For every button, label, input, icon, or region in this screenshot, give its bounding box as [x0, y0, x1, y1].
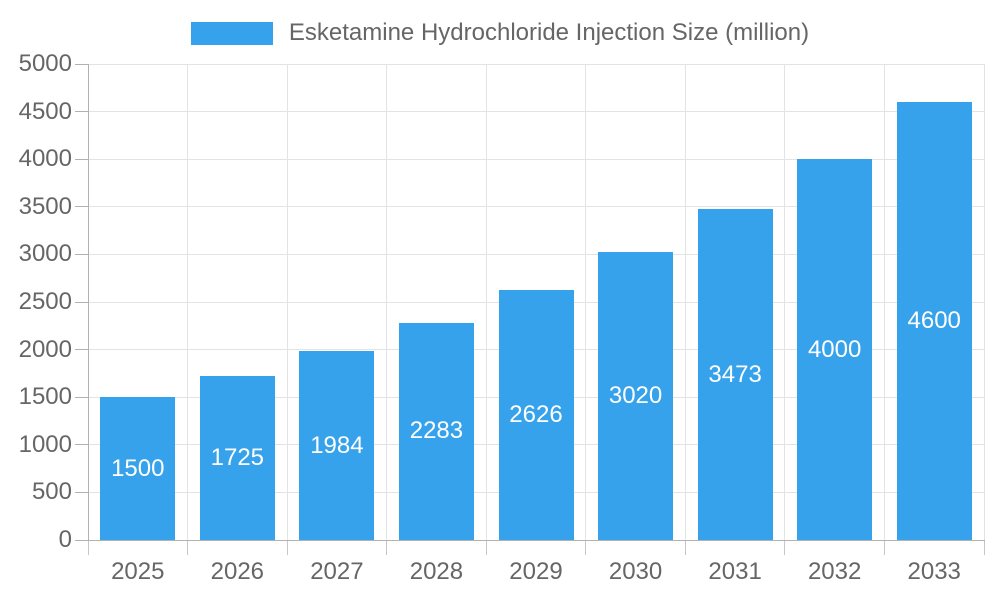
bar[interactable] [399, 322, 474, 540]
h-gridline [88, 206, 984, 208]
legend-swatch-icon [190, 21, 273, 45]
y-tick-mark [75, 111, 88, 113]
legend-label: Esketamine Hydrochloride Injection Size … [288, 19, 810, 46]
y-tick-mark [75, 444, 88, 446]
y-tick-mark [75, 63, 88, 65]
x-tick-mark [485, 540, 487, 555]
v-gridline [883, 64, 885, 540]
y-axis-tick-label: 2500 [18, 288, 72, 315]
y-tick-mark [75, 301, 88, 303]
y-axis-tick-label: 3500 [18, 192, 72, 220]
bar[interactable] [299, 351, 374, 540]
x-axis-tick-label: 2030 [608, 558, 663, 585]
y-axis-tick-label: 2000 [18, 335, 72, 363]
x-axis-tick-label: 2027 [310, 558, 364, 585]
y-axis-tick-label: 1500 [18, 383, 72, 411]
h-gridline [88, 158, 984, 160]
y-axis-tick-label: 3000 [18, 240, 72, 268]
y-axis-line [88, 64, 89, 541]
bar[interactable] [499, 290, 574, 540]
h-gridline [88, 63, 984, 65]
bar[interactable] [698, 209, 773, 540]
v-gridline [286, 64, 288, 540]
h-gridline [88, 253, 984, 255]
x-axis-tick-label: 2032 [807, 558, 862, 585]
x-tick-mark [286, 540, 288, 555]
y-axis-tick-label: 1000 [18, 430, 72, 458]
y-axis-tick-label: 4000 [18, 145, 72, 173]
bar[interactable] [200, 375, 275, 540]
x-tick-mark [87, 540, 89, 555]
legend-item[interactable]: Esketamine Hydrochloride Injection Size … [190, 19, 810, 47]
v-gridline [585, 64, 587, 540]
x-axis-tick-label: 2033 [907, 558, 961, 585]
y-axis-tick-label: 500 [31, 478, 72, 506]
x-axis-tick-label: 2029 [509, 558, 563, 585]
x-tick-mark [187, 540, 189, 555]
bar[interactable] [797, 159, 872, 540]
y-axis-tick-label: 4500 [18, 97, 72, 125]
x-axis-line [88, 540, 985, 541]
x-tick-mark [386, 540, 388, 555]
v-gridline [386, 64, 388, 540]
y-axis-tick-label: 5000 [18, 50, 72, 77]
x-tick-mark [585, 540, 587, 555]
v-gridline [983, 64, 985, 540]
y-tick-mark [75, 539, 88, 541]
y-tick-mark [75, 491, 88, 493]
h-gridline [88, 111, 984, 113]
x-axis-tick-label: 2026 [210, 558, 265, 585]
v-gridline [485, 64, 487, 540]
v-gridline [684, 64, 686, 540]
x-tick-mark [883, 540, 885, 555]
bar[interactable] [598, 252, 673, 540]
legend: Esketamine Hydrochloride Injection Size … [0, 19, 1000, 47]
y-axis-tick-label: 0 [58, 526, 72, 553]
y-tick-mark [75, 253, 88, 255]
v-gridline [187, 64, 189, 540]
y-tick-mark [75, 158, 88, 160]
x-tick-mark [983, 540, 985, 555]
x-axis-tick-label: 2025 [111, 558, 165, 585]
x-tick-mark [784, 540, 786, 555]
y-tick-mark [75, 396, 88, 398]
y-tick-mark [75, 349, 88, 351]
bar[interactable] [100, 397, 175, 540]
bar[interactable] [897, 102, 972, 540]
v-gridline [784, 64, 786, 540]
x-tick-mark [684, 540, 686, 555]
x-axis-tick-label: 2028 [409, 558, 464, 585]
x-axis-tick-label: 2031 [708, 558, 762, 585]
y-tick-mark [75, 206, 88, 208]
